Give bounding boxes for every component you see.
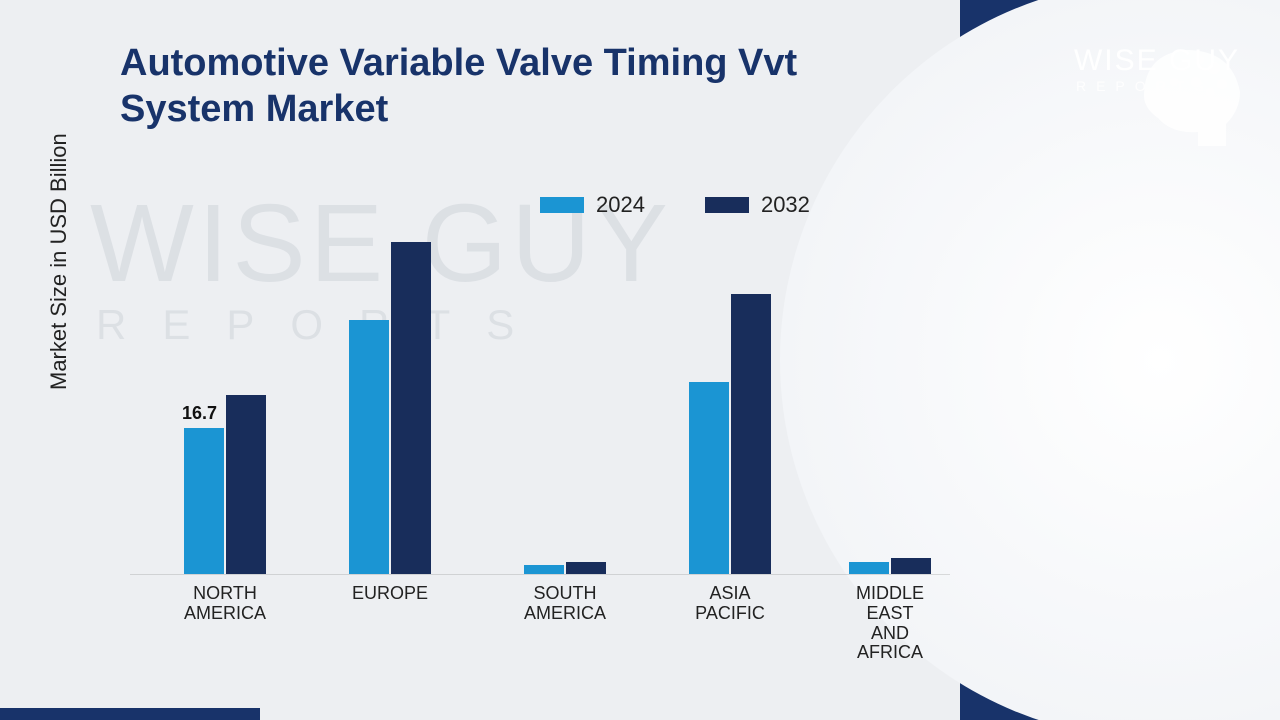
legend: 2024 2032 bbox=[540, 192, 810, 218]
bar-pair bbox=[315, 224, 465, 574]
bar-2032 bbox=[391, 242, 431, 575]
bar-group: 16.7 bbox=[150, 224, 300, 574]
bar-2024 bbox=[689, 382, 729, 575]
bar-value-label: 16.7 bbox=[182, 403, 217, 424]
bar-2024 bbox=[349, 320, 389, 574]
bar-2032 bbox=[226, 395, 266, 574]
bar-group bbox=[815, 224, 965, 574]
x-tick-label: SOUTHAMERICA bbox=[490, 584, 640, 624]
x-tick-label: EUROPE bbox=[315, 584, 465, 604]
bar-group bbox=[490, 224, 640, 574]
brand-line-1: WISE GUY bbox=[1074, 44, 1240, 78]
legend-label-2032: 2032 bbox=[761, 192, 810, 218]
bar-pair bbox=[815, 224, 965, 574]
bar-group bbox=[315, 224, 465, 574]
legend-item-2032: 2032 bbox=[705, 192, 810, 218]
brand-block: WISE GUY REPORTS bbox=[1074, 44, 1240, 94]
x-tick-label: ASIAPACIFIC bbox=[655, 584, 805, 624]
legend-swatch-2032 bbox=[705, 197, 749, 213]
bar-pair bbox=[655, 224, 805, 574]
legend-label-2024: 2024 bbox=[596, 192, 645, 218]
stage: WISE GUY REPORTS WISE GUY REPORTS Automo… bbox=[0, 0, 1280, 720]
x-tick-label: NORTHAMERICA bbox=[150, 584, 300, 624]
bar-pair bbox=[490, 224, 640, 574]
y-axis-label: Market Size in USD Billion bbox=[46, 133, 72, 390]
chart-title: Automotive Variable Valve Timing Vvt Sys… bbox=[120, 40, 900, 133]
bar-pair bbox=[150, 224, 300, 574]
bar-2024 bbox=[524, 565, 564, 574]
legend-swatch-2024 bbox=[540, 197, 584, 213]
legend-item-2024: 2024 bbox=[540, 192, 645, 218]
brand-line-2: REPORTS bbox=[1076, 78, 1240, 94]
bar-2032 bbox=[566, 562, 606, 574]
chart-plot-area: 16.7 bbox=[130, 225, 950, 575]
bar-2032 bbox=[731, 294, 771, 574]
x-tick-label: MIDDLEEASTANDAFRICA bbox=[815, 584, 965, 663]
bar-2024 bbox=[849, 562, 889, 574]
bar-2024 bbox=[184, 428, 224, 574]
bar-2032 bbox=[891, 558, 931, 574]
x-axis-labels: NORTHAMERICA EUROPE SOUTHAMERICA ASIAPACIFI… bbox=[130, 578, 950, 698]
bar-group bbox=[655, 224, 805, 574]
footer-accent-bar bbox=[0, 708, 260, 720]
